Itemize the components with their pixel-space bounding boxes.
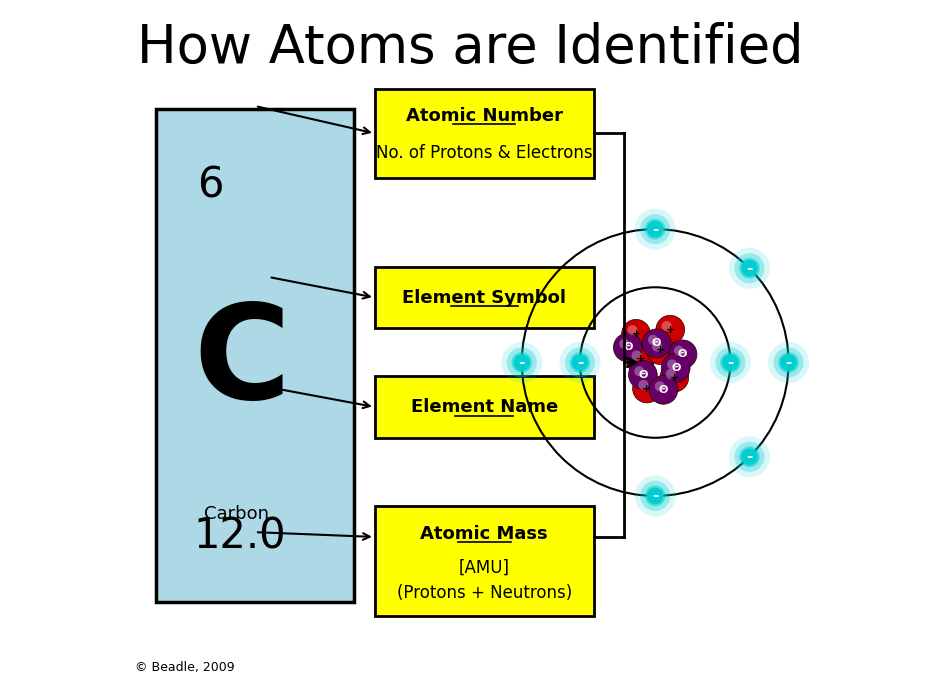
Circle shape	[655, 381, 665, 391]
Circle shape	[512, 352, 532, 373]
Circle shape	[632, 374, 662, 403]
Circle shape	[640, 481, 670, 511]
Circle shape	[780, 354, 797, 371]
Circle shape	[634, 209, 676, 250]
Circle shape	[662, 354, 690, 382]
Text: C: C	[194, 299, 291, 426]
Circle shape	[667, 359, 678, 369]
Circle shape	[720, 352, 741, 373]
Text: Θ: Θ	[678, 350, 687, 359]
Circle shape	[645, 219, 665, 239]
Text: -: -	[518, 355, 525, 370]
Circle shape	[778, 352, 799, 373]
FancyBboxPatch shape	[375, 506, 594, 616]
Text: -: -	[786, 355, 791, 370]
Text: How Atoms are Identified: How Atoms are Identified	[137, 22, 804, 74]
Circle shape	[629, 360, 657, 389]
Circle shape	[668, 340, 697, 369]
Circle shape	[626, 345, 655, 373]
Circle shape	[645, 486, 665, 506]
Circle shape	[768, 342, 809, 383]
FancyBboxPatch shape	[375, 267, 594, 328]
Text: +: +	[631, 329, 641, 339]
FancyBboxPatch shape	[375, 89, 594, 178]
Text: +: +	[643, 384, 651, 393]
Circle shape	[710, 342, 751, 383]
FancyBboxPatch shape	[156, 109, 354, 602]
Text: Θ: Θ	[671, 363, 680, 373]
Text: -: -	[746, 449, 753, 464]
Circle shape	[640, 214, 670, 244]
Circle shape	[674, 345, 684, 356]
Circle shape	[646, 336, 675, 365]
Text: Θ: Θ	[659, 385, 668, 395]
Circle shape	[729, 436, 770, 477]
Circle shape	[715, 347, 745, 378]
Circle shape	[559, 342, 600, 383]
Circle shape	[638, 380, 648, 390]
Circle shape	[502, 342, 542, 383]
Circle shape	[656, 315, 685, 344]
Text: Element Symbol: Element Symbol	[402, 289, 566, 306]
Text: Element Name: Element Name	[410, 398, 558, 416]
Circle shape	[729, 248, 770, 289]
Text: No. of Protons & Electrons: No. of Protons & Electrons	[375, 144, 593, 162]
Text: -: -	[577, 355, 583, 370]
Circle shape	[648, 334, 658, 345]
Circle shape	[740, 258, 759, 278]
Text: +: +	[656, 345, 665, 355]
Circle shape	[634, 366, 645, 376]
Circle shape	[652, 341, 662, 352]
Text: Θ: Θ	[623, 343, 632, 352]
Circle shape	[619, 339, 630, 349]
Circle shape	[647, 221, 663, 237]
Text: Atomic Number: Atomic Number	[406, 107, 563, 124]
Circle shape	[507, 347, 537, 378]
Circle shape	[614, 333, 642, 362]
Circle shape	[649, 376, 678, 404]
Circle shape	[734, 442, 764, 472]
Text: -: -	[652, 222, 659, 237]
Text: +: +	[635, 354, 645, 364]
Circle shape	[569, 352, 590, 373]
Circle shape	[662, 321, 672, 331]
Circle shape	[628, 325, 637, 335]
Text: Atomic Mass: Atomic Mass	[421, 525, 548, 542]
Text: Carbon: Carbon	[204, 505, 269, 523]
Text: +: +	[670, 373, 679, 382]
Circle shape	[742, 260, 758, 276]
Circle shape	[631, 350, 642, 360]
Circle shape	[642, 329, 671, 358]
Text: -: -	[652, 488, 659, 503]
Text: Θ: Θ	[638, 370, 647, 380]
Text: +: +	[665, 325, 675, 334]
Circle shape	[665, 369, 676, 379]
Text: 6: 6	[197, 164, 223, 206]
FancyBboxPatch shape	[375, 376, 594, 438]
Circle shape	[622, 319, 650, 348]
Circle shape	[660, 363, 689, 392]
Text: © Beadle, 2009: © Beadle, 2009	[136, 661, 235, 674]
Circle shape	[774, 347, 804, 378]
Circle shape	[647, 488, 663, 504]
Circle shape	[740, 447, 759, 467]
Circle shape	[634, 475, 676, 516]
Text: (Protons + Neutrons): (Protons + Neutrons)	[396, 584, 572, 603]
Circle shape	[742, 449, 758, 465]
Text: Θ: Θ	[652, 339, 662, 348]
Circle shape	[572, 354, 588, 371]
Text: -: -	[746, 261, 753, 276]
Text: -: -	[727, 355, 734, 370]
Circle shape	[734, 253, 764, 283]
Circle shape	[514, 354, 530, 371]
Circle shape	[565, 347, 595, 378]
Text: 12.0: 12.0	[194, 516, 286, 557]
Text: [AMU]: [AMU]	[458, 558, 510, 577]
Circle shape	[722, 354, 739, 371]
